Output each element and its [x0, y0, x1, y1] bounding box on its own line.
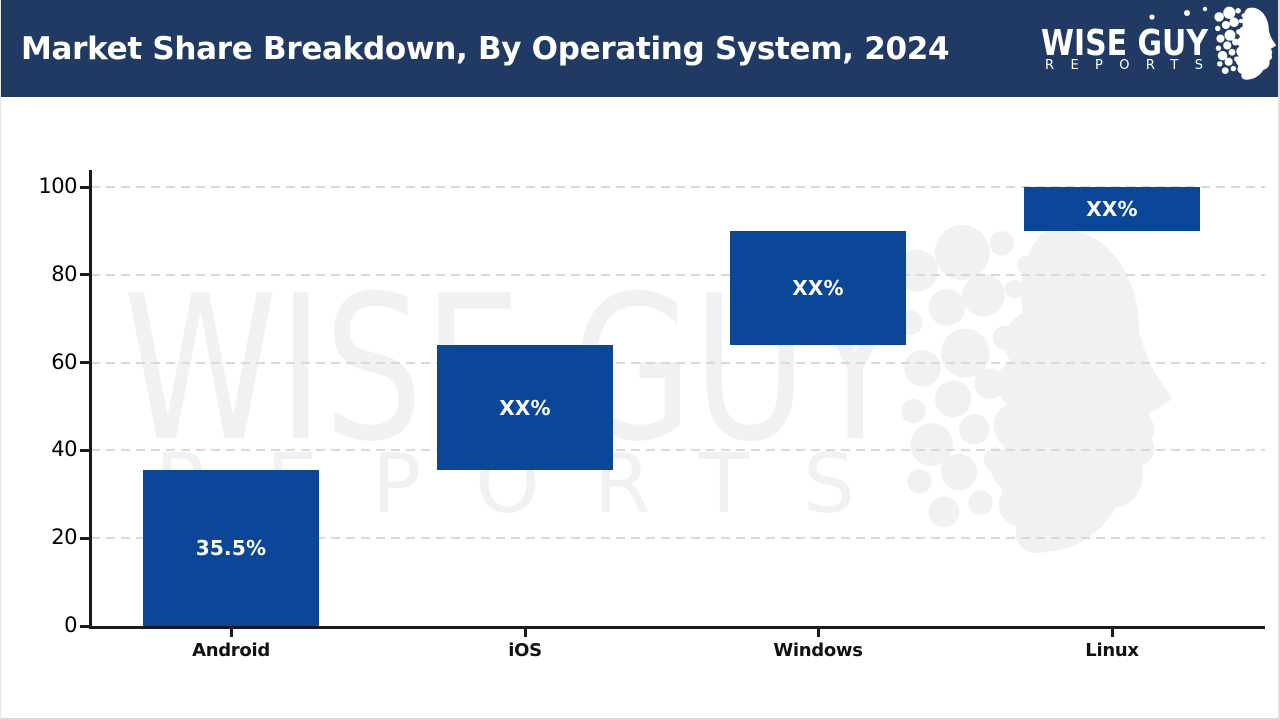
- bar-value-label: XX%: [1086, 196, 1138, 221]
- x-tick-windows: [816, 629, 820, 637]
- y-tick-label-60: 60: [51, 349, 77, 374]
- bar-linux: XX%: [1024, 187, 1200, 231]
- bar-value-label: 35.5%: [195, 536, 267, 561]
- face-profile-icon: [1214, 6, 1277, 80]
- x-tick-label-linux: Linux: [1085, 640, 1139, 661]
- bar-value-label: XX%: [499, 395, 551, 420]
- y-tick-0: [80, 624, 91, 628]
- plot-area: WISE GUY REPORTS 02040608010035.5%Androi…: [1, 97, 1278, 717]
- x-tick-ios: [523, 629, 527, 637]
- y-tick-label-0: 0: [64, 613, 77, 637]
- gridline-100: [91, 186, 1265, 188]
- gridline-80: [91, 273, 1265, 276]
- x-tick-label-windows: Windows: [773, 640, 863, 661]
- chart-title: Market Share Breakdown, By Operating Sys…: [21, 31, 950, 67]
- y-tick-label-40: 40: [51, 437, 77, 462]
- header-bar: Market Share Breakdown, By Operating Sys…: [1, 0, 1278, 97]
- y-axis-line: [89, 170, 92, 629]
- gridline-40: [91, 449, 1265, 452]
- logo-wordmark: WISE GUY: [1041, 23, 1209, 64]
- x-tick-label-ios: iOS: [508, 640, 542, 661]
- bar-value-label: XX%: [792, 275, 844, 300]
- x-axis-line: [89, 626, 1265, 629]
- y-tick-40: [80, 448, 91, 452]
- x-tick-linux: [1110, 629, 1114, 637]
- gridline-20: [91, 537, 1265, 540]
- y-tick-label-20: 20: [51, 525, 77, 550]
- y-tick-label-100: 100: [38, 174, 77, 198]
- bar-windows: XX%: [730, 230, 906, 346]
- x-tick-android: [229, 629, 233, 637]
- wise-guy-logo: WISE GUY REPORTS: [1041, 6, 1277, 80]
- y-tick-60: [80, 361, 91, 365]
- y-tick-80: [80, 273, 91, 277]
- gridline-60: [91, 361, 1265, 364]
- x-tick-label-android: Android: [192, 640, 270, 661]
- bar-android: 35.5%: [143, 470, 319, 626]
- y-tick-100: [80, 185, 91, 189]
- y-tick-20: [80, 536, 91, 540]
- bar-ios: XX%: [437, 345, 613, 471]
- y-tick-label-80: 80: [51, 261, 77, 286]
